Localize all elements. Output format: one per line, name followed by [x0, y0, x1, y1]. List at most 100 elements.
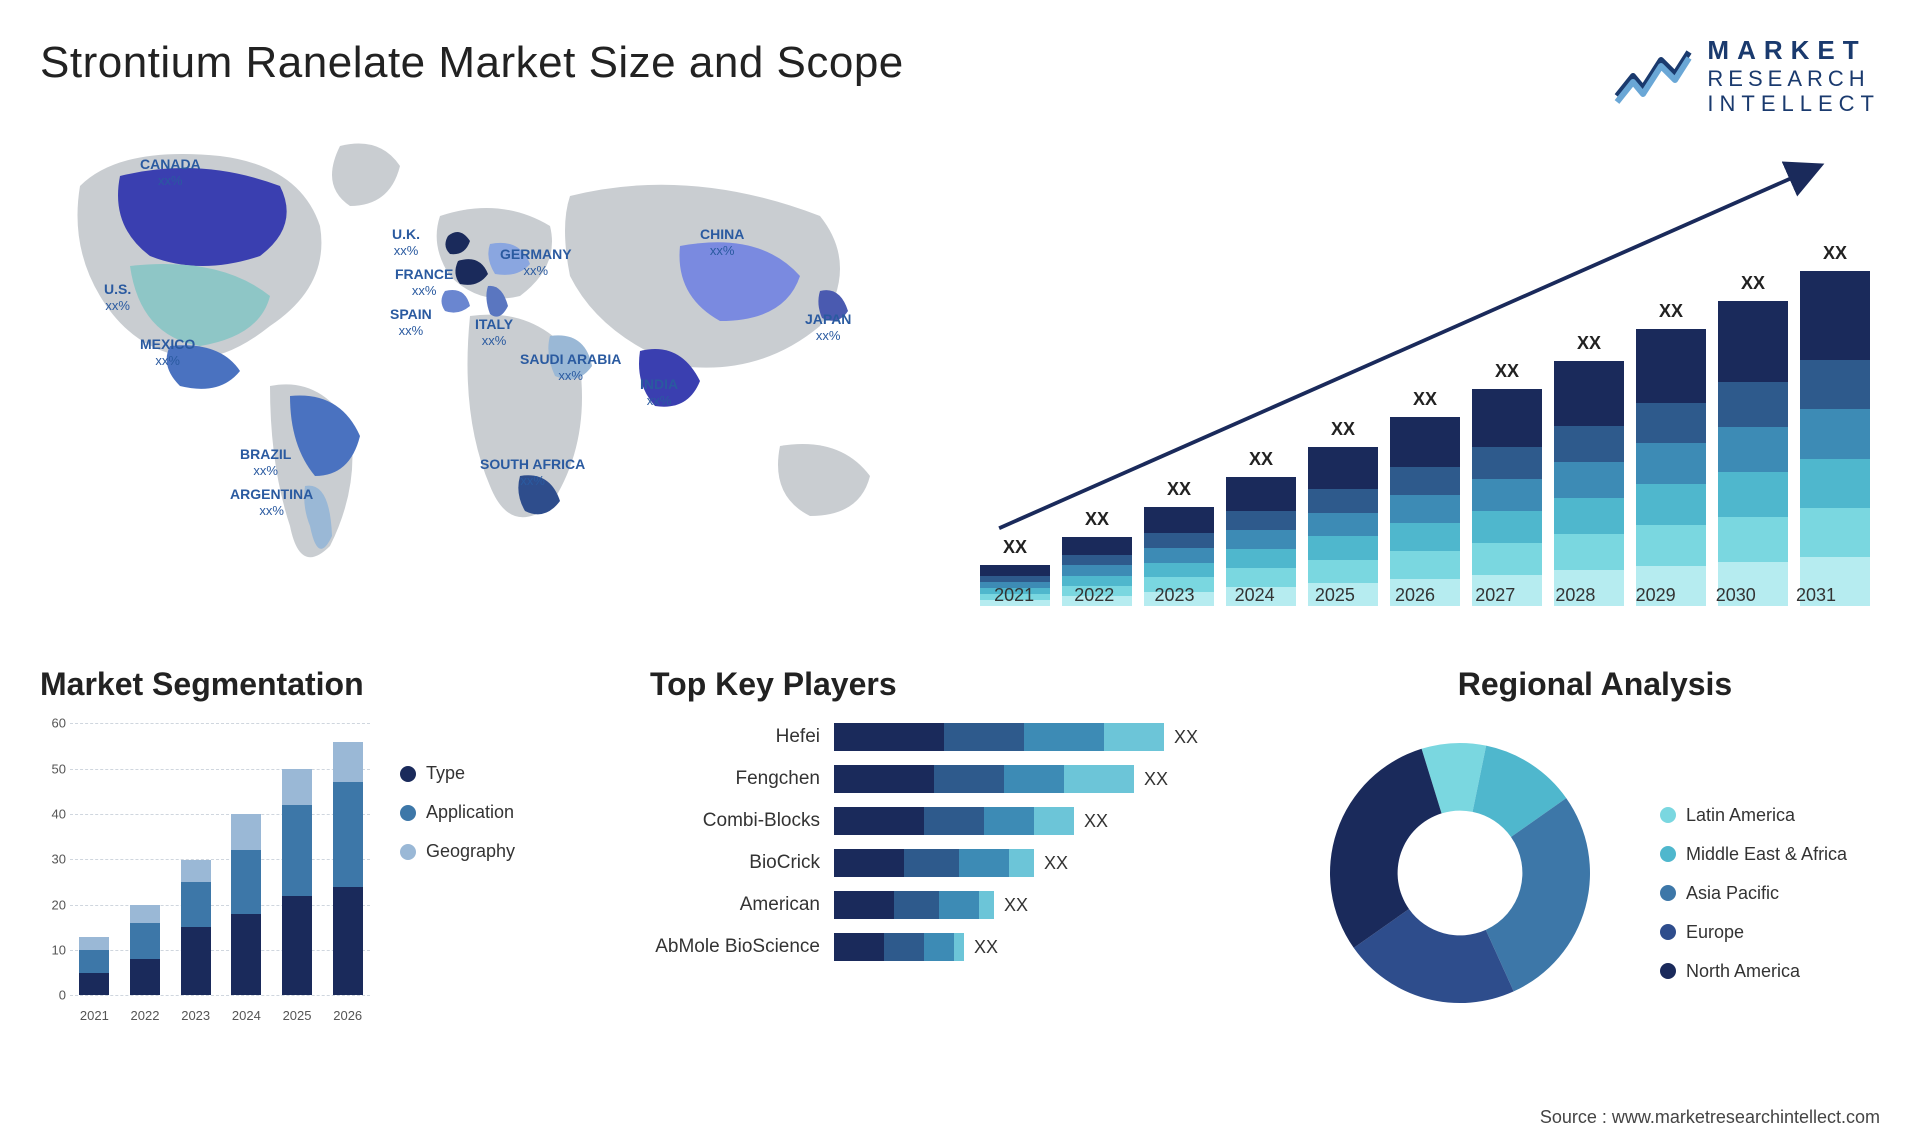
map-label: SOUTH AFRICAxx%	[480, 456, 585, 488]
growth-x-tick: 2029	[1622, 579, 1690, 606]
growth-bar-segment	[1062, 537, 1132, 556]
legend-label: Latin America	[1686, 805, 1795, 826]
map-label: BRAZILxx%	[240, 446, 291, 478]
key-player-row: BioCrickXX	[650, 849, 1260, 877]
seg-bar-segment	[333, 887, 363, 996]
growth-bar-segment	[1390, 551, 1460, 579]
growth-bar-value-label: XX	[1741, 273, 1765, 294]
growth-bar-column: XX	[1554, 333, 1624, 606]
title-row: Strontium Ranelate Market Size and Scope…	[40, 30, 1880, 116]
seg-y-tick: 60	[40, 716, 66, 731]
seg-bar-segment	[333, 742, 363, 783]
legend-item: Europe	[1660, 922, 1847, 943]
key-player-bar-segment	[1104, 723, 1164, 751]
seg-bar-stack	[282, 769, 312, 996]
map-label: CANADAxx%	[140, 156, 201, 188]
growth-bar-segment	[1718, 301, 1788, 383]
seg-bar-stack	[130, 905, 160, 996]
key-player-label: American	[650, 894, 820, 916]
growth-bar-segment	[1800, 271, 1870, 361]
legend-dot-icon	[1660, 807, 1676, 823]
growth-bar-segment	[1636, 443, 1706, 484]
key-player-value-label: XX	[1004, 895, 1028, 916]
bottom-row: Market Segmentation 0102030405060 202120…	[40, 666, 1880, 1023]
logo-line-2: RESEARCH	[1707, 66, 1880, 91]
logo-text: MARKET RESEARCH INTELLECT	[1707, 36, 1880, 116]
growth-bar-segment	[1144, 507, 1214, 534]
growth-bar-segment	[1718, 382, 1788, 427]
key-player-bar-segment	[834, 765, 934, 793]
growth-bar-column: XX	[1472, 361, 1542, 606]
key-player-bar-segment	[834, 891, 894, 919]
growth-bar-segment	[1390, 417, 1460, 468]
seg-bar-segment	[282, 769, 312, 805]
growth-x-tick: 2025	[1301, 579, 1369, 606]
key-player-bar-segment	[894, 891, 939, 919]
key-player-label: AbMole BioScience	[650, 936, 820, 958]
legend-dot-icon	[400, 844, 416, 860]
seg-x-tick: 2026	[329, 1008, 366, 1023]
seg-bar-segment	[79, 973, 109, 996]
logo-mark-icon	[1613, 46, 1693, 106]
key-player-bar	[834, 765, 1134, 793]
growth-bar-column: XX	[1390, 389, 1460, 606]
page-root: Strontium Ranelate Market Size and Scope…	[0, 0, 1920, 1146]
legend-dot-icon	[400, 766, 416, 782]
key-player-bar-segment	[834, 807, 924, 835]
growth-bar-segment	[1390, 467, 1460, 495]
growth-bar-segment	[1308, 513, 1378, 536]
regional-panel: Regional Analysis Latin AmericaMiddle Ea…	[1310, 666, 1880, 1023]
legend-label: North America	[1686, 961, 1800, 982]
growth-bar-segment	[1308, 489, 1378, 512]
legend-item: Type	[400, 763, 515, 784]
key-player-label: Fengchen	[650, 768, 820, 790]
growth-bar-segment	[1226, 477, 1296, 512]
growth-chart-panel: XXXXXXXXXXXXXXXXXXXXXX 20212022202320242…	[980, 126, 1880, 636]
seg-y-tick: 30	[40, 852, 66, 867]
growth-bar-column: XX	[1718, 273, 1788, 606]
growth-bar-value-label: XX	[1003, 537, 1027, 558]
legend-dot-icon	[1660, 924, 1676, 940]
growth-bar-stack	[1800, 270, 1870, 606]
growth-bar-value-label: XX	[1413, 389, 1437, 410]
key-player-row: AbMole BioScience XX	[650, 933, 1260, 961]
segmentation-body: 0102030405060 202120222023202420252026 T…	[40, 723, 600, 1023]
legend-dot-icon	[400, 805, 416, 821]
growth-bar-segment	[1554, 534, 1624, 570]
key-player-bar-segment	[1064, 765, 1134, 793]
seg-bar-segment	[333, 782, 363, 886]
legend-label: Europe	[1686, 922, 1744, 943]
map-label: MEXICOxx%	[140, 336, 195, 368]
seg-bar-segment	[130, 923, 160, 959]
key-player-row: Combi-BlocksXX	[650, 807, 1260, 835]
key-player-bar-segment	[1024, 723, 1104, 751]
seg-x-tick: 2024	[228, 1008, 265, 1023]
growth-bar-value-label: XX	[1823, 243, 1847, 264]
key-player-bar-segment	[979, 891, 994, 919]
regional-title: Regional Analysis	[1310, 666, 1880, 703]
key-player-bar-segment	[834, 933, 884, 961]
seg-bar-segment	[282, 896, 312, 996]
growth-bar-segment	[1636, 484, 1706, 525]
segmentation-xaxis: 202120222023202420252026	[76, 1008, 366, 1023]
source-attribution: Source : www.marketresearchintellect.com	[1540, 1107, 1880, 1128]
growth-bar-segment	[1718, 472, 1788, 517]
growth-bar-segment	[1472, 479, 1542, 511]
growth-bar-column: XX	[1800, 243, 1870, 606]
growth-x-tick: 2030	[1702, 579, 1770, 606]
key-player-label: Hefei	[650, 726, 820, 748]
map-label: ARGENTINAxx%	[230, 486, 313, 518]
seg-bar-stack	[79, 937, 109, 996]
growth-bar-segment	[1800, 409, 1870, 458]
legend-label: Type	[426, 763, 465, 784]
seg-bar-segment	[79, 950, 109, 973]
seg-bar-stack	[333, 742, 363, 996]
growth-bar-segment	[1636, 329, 1706, 403]
seg-bar-column	[127, 905, 164, 996]
growth-bar-segment	[1226, 511, 1296, 530]
legend-dot-icon	[1660, 846, 1676, 862]
seg-bar-column	[329, 742, 366, 996]
key-player-bar-segment	[944, 723, 1024, 751]
key-player-bar-wrap: XX	[834, 933, 1260, 961]
map-label: FRANCExx%	[395, 266, 453, 298]
